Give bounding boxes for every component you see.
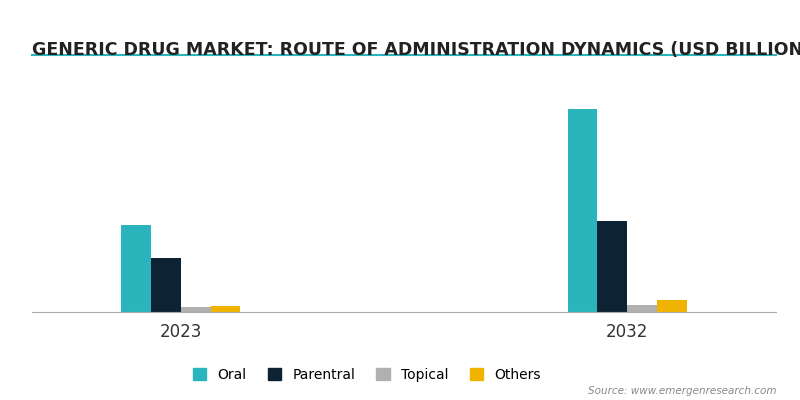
Text: Source: www.emergenresearch.com: Source: www.emergenresearch.com (587, 386, 776, 396)
Bar (151, 258, 181, 312)
Bar (657, 300, 686, 312)
Bar (181, 307, 210, 312)
Bar (598, 221, 627, 312)
Bar (627, 304, 657, 312)
Bar (210, 306, 240, 312)
Bar (568, 109, 598, 312)
Text: GENERIC DRUG MARKET: ROUTE OF ADMINISTRATION DYNAMICS (USD BILLION): GENERIC DRUG MARKET: ROUTE OF ADMINISTRA… (32, 41, 800, 59)
Legend: Oral, Parentral, Topical, Others: Oral, Parentral, Topical, Others (193, 368, 541, 382)
Bar (122, 225, 151, 312)
